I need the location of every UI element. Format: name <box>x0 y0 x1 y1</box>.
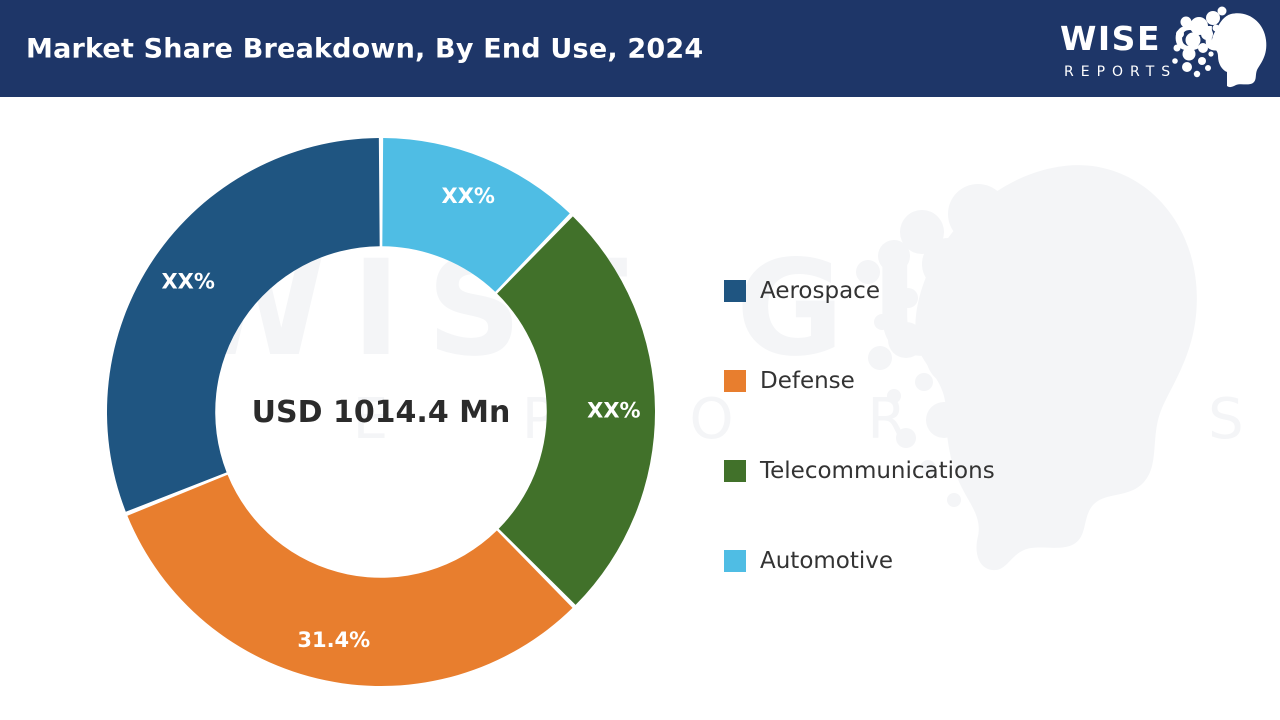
donut-chart-svg: XX% 31.4% XX% XX% <box>106 138 655 686</box>
wise-guy-reports-logo: WISE GUY REPORTS <box>1056 6 1272 90</box>
legend-item-aerospace[interactable]: Aerospace <box>724 246 1144 336</box>
page-header: Market Share Breakdown, By End Use, 2024… <box>0 0 1280 97</box>
legend-item-defense[interactable]: Defense <box>724 336 1144 426</box>
legend-item-telecommunications[interactable]: Telecommunications <box>724 426 1144 516</box>
donut-slice-telecommunications[interactable] <box>497 216 655 605</box>
donut-slices <box>106 138 655 686</box>
logo-wordmark-secondary: REPORTS <box>1064 64 1177 80</box>
chart-legend: Aerospace Defense Telecommunications Automo… <box>724 246 1144 606</box>
legend-swatch-icon <box>724 280 746 302</box>
legend-swatch-icon <box>724 370 746 392</box>
slice-label-telecommunications: XX% <box>587 398 640 422</box>
donut-chart: XX% 31.4% XX% XX% USD 1014.4 Mn <box>106 137 656 687</box>
legend-item-label: Telecommunications <box>760 458 995 484</box>
legend-item-automotive[interactable]: Automotive <box>724 516 1144 606</box>
legend-item-label: Automotive <box>760 548 894 574</box>
donut-slice-automotive[interactable] <box>382 138 570 292</box>
donut-slice-defense[interactable] <box>127 474 573 686</box>
donut-slice-aerospace[interactable] <box>106 138 380 512</box>
logo-svg: WISE GUY REPORTS <box>1060 6 1267 88</box>
slice-label-automotive: XX% <box>442 184 495 208</box>
slice-label-aerospace: XX% <box>161 269 214 293</box>
logo-head-icon <box>1172 6 1267 88</box>
chart-canvas: WISE GUY R E P O R T S <box>0 97 1280 720</box>
donut-slice-labels: XX% 31.4% XX% XX% <box>161 184 640 652</box>
legend-swatch-icon <box>724 550 746 572</box>
legend-item-label: Aerospace <box>760 278 880 304</box>
legend-item-label: Defense <box>760 368 855 394</box>
legend-swatch-icon <box>724 460 746 482</box>
page-title: Market Share Breakdown, By End Use, 2024 <box>26 33 704 64</box>
slice-label-defense: 31.4% <box>297 628 370 652</box>
